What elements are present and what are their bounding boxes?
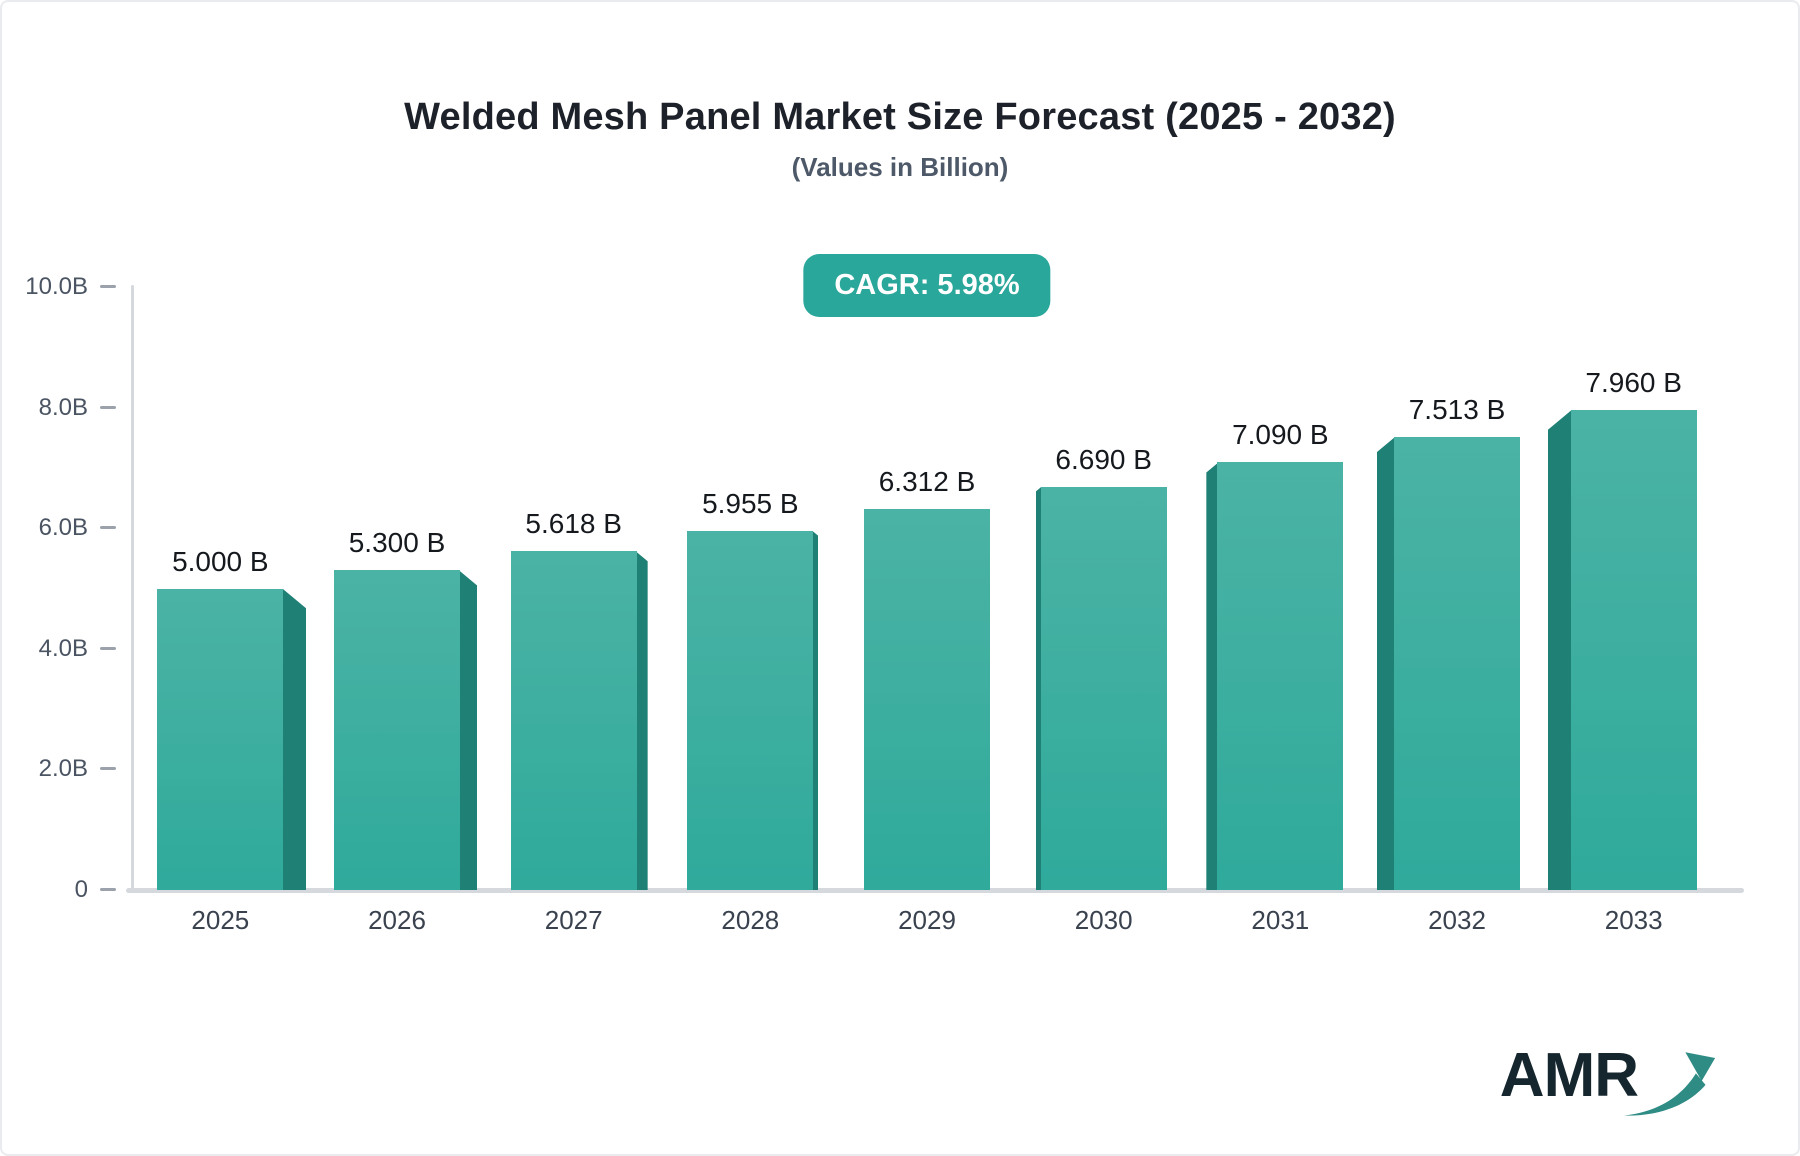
bar-3d-side-2033 [1547, 410, 1572, 890]
x-axis-label: 2026 [368, 905, 426, 935]
y-axis-tick-label: 8.0B [38, 393, 88, 421]
bar-value-label: 7.090 B [1232, 419, 1329, 451]
y-axis-tick-label: 6.0B [38, 514, 88, 542]
y-axis-tick-label: 0 [74, 876, 88, 903]
y-axis-tick-mark [100, 405, 116, 409]
bar-3d-side-2028 [812, 530, 819, 890]
bar-2033 [1570, 410, 1697, 890]
bar-2030 [1040, 486, 1167, 890]
x-axis-label: 2030 [1074, 905, 1133, 935]
amr-logo: AMR [1499, 1041, 1718, 1120]
x-axis-label: 2032 [1428, 905, 1486, 935]
x-axis-label: 2028 [721, 905, 780, 935]
cagr-badge: CAGR: 5.98% [803, 254, 1051, 317]
y-axis-tick-label: 4.0B [38, 634, 88, 662]
bar-2028 [687, 530, 814, 890]
bar-value-label: 7.513 B [1408, 393, 1506, 425]
y-axis-tick-mark [100, 285, 116, 288]
bar-3d-side-2026 [459, 570, 477, 890]
bar-2025 [157, 588, 284, 890]
y-axis-tick-label: 2.0B [38, 755, 88, 783]
bar-value-label: 5.955 B [702, 487, 799, 519]
amr-logo-text: AMR [1499, 1041, 1639, 1110]
growth-arrow-icon [1623, 1052, 1716, 1116]
bar-2029 [864, 509, 990, 890]
bar-value-label: 5.000 B [172, 545, 269, 577]
y-axis-tick-mark [100, 646, 116, 650]
y-axis-tick-label: 10.0B [25, 273, 88, 300]
bar-3d-side-2031 [1206, 462, 1219, 890]
x-axis-label: 2025 [191, 905, 250, 935]
bar-value-label: 7.960 B [1585, 367, 1682, 398]
y-axis-tick-mark [100, 526, 116, 530]
y-axis-tick-mark [100, 767, 116, 771]
bar-3d-side-2030 [1035, 486, 1042, 890]
y-axis-tick-mark [100, 888, 116, 891]
bar-2032 [1394, 436, 1520, 890]
x-axis-label: 2033 [1604, 905, 1663, 935]
bar-2031 [1217, 462, 1344, 890]
bar-3d-side-2025 [282, 588, 307, 890]
bar-value-label: 5.300 B [348, 527, 446, 559]
bar-2027 [510, 551, 637, 890]
bar-3d-side-2027 [635, 551, 648, 890]
bar-value-label: 5.618 B [525, 508, 622, 540]
x-axis-label: 2027 [544, 905, 603, 935]
x-axis-line [126, 888, 1744, 893]
x-axis-label: 2029 [898, 905, 956, 935]
y-axis-line [131, 285, 134, 890]
bar-2026 [334, 570, 460, 890]
bar-value-label: 6.690 B [1055, 443, 1152, 475]
bar-value-label: 6.312 B [878, 466, 976, 498]
chart-title: Welded Mesh Panel Market Size Forecast (… [404, 96, 1396, 138]
x-axis-label: 2031 [1251, 905, 1310, 935]
bar-3d-side-2032 [1377, 436, 1395, 890]
chart-subtitle: (Values in Billion) [791, 152, 1009, 182]
